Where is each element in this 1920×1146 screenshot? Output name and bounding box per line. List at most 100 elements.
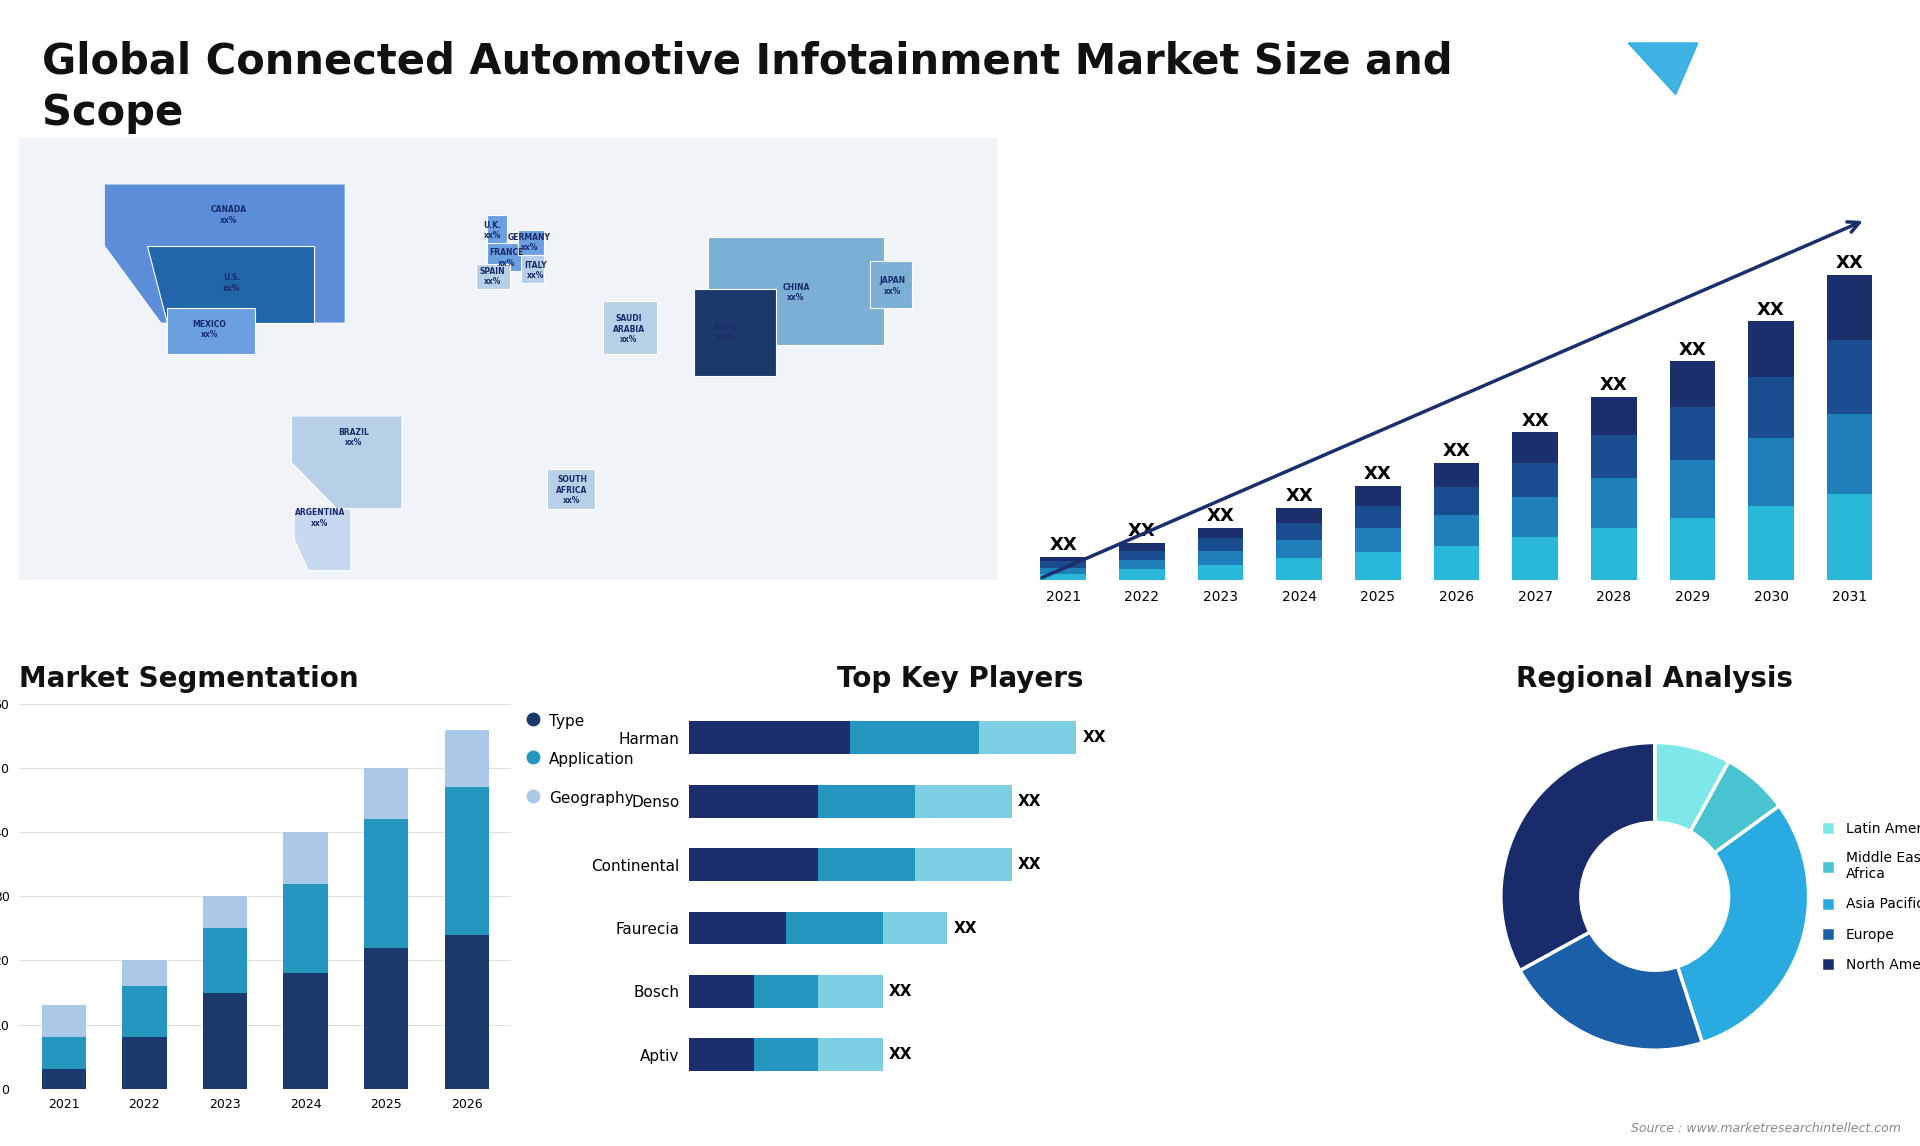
Bar [851, 722, 979, 754]
Text: XX: XX [1757, 300, 1786, 319]
Bar [1670, 407, 1715, 460]
Text: BRAZIL
xx%: BRAZIL xx% [338, 427, 369, 447]
Text: XX: XX [889, 984, 912, 999]
Bar [818, 785, 916, 818]
Bar [1826, 339, 1872, 414]
Polygon shape [520, 256, 543, 283]
Bar [818, 975, 883, 1007]
Bar [1434, 463, 1478, 487]
Polygon shape [708, 236, 883, 345]
Bar [1592, 435, 1636, 478]
Text: JAPAN
xx%: JAPAN xx% [879, 276, 906, 296]
Polygon shape [104, 183, 346, 323]
Bar [916, 785, 1012, 818]
Bar [1277, 540, 1321, 558]
Polygon shape [19, 138, 996, 580]
Bar [1826, 494, 1872, 580]
Bar [1826, 275, 1872, 339]
Legend: Latin America, Middle East &
Africa, Asia Pacific, Europe, North America: Latin America, Middle East & Africa, Asi… [1816, 816, 1920, 978]
Bar [689, 1038, 755, 1072]
Bar [689, 975, 755, 1007]
Text: SPAIN
xx%: SPAIN xx% [480, 267, 505, 286]
Text: CANADA
xx%: CANADA xx% [211, 205, 248, 225]
Bar [1119, 570, 1165, 580]
Bar [1277, 558, 1321, 580]
Text: FRANCE
xx%: FRANCE xx% [490, 249, 524, 268]
Bar [1198, 527, 1244, 539]
Bar [284, 832, 328, 884]
Bar [123, 1037, 167, 1089]
Bar [1277, 523, 1321, 540]
Bar [365, 948, 409, 1089]
Text: XX: XX [1284, 487, 1313, 505]
Bar [1041, 574, 1087, 580]
Bar [1670, 460, 1715, 518]
Bar [916, 848, 1012, 881]
Bar [689, 911, 785, 944]
Bar [1670, 361, 1715, 407]
Polygon shape [294, 509, 351, 571]
Bar [1513, 536, 1557, 580]
Text: XX: XX [1083, 730, 1106, 745]
Bar [42, 1005, 86, 1037]
Bar [1041, 562, 1087, 567]
Wedge shape [1521, 932, 1703, 1050]
Bar [1592, 397, 1636, 435]
Text: Scope: Scope [42, 92, 184, 134]
Bar [755, 1038, 818, 1072]
Polygon shape [488, 243, 524, 270]
Text: INDIA
xx%: INDIA xx% [712, 323, 737, 343]
Polygon shape [603, 301, 657, 354]
Text: XX: XX [954, 920, 977, 935]
Legend: Type, Application, Geography: Type, Application, Geography [528, 712, 634, 807]
Text: XX: XX [1678, 340, 1707, 359]
Wedge shape [1655, 743, 1728, 832]
Wedge shape [1690, 761, 1780, 853]
Bar [689, 848, 818, 881]
Bar [42, 1037, 86, 1069]
Wedge shape [1501, 743, 1655, 971]
Polygon shape [1590, 42, 1659, 95]
Text: XX: XX [1363, 465, 1392, 484]
Bar [1592, 527, 1636, 580]
Bar [1592, 478, 1636, 527]
Text: MEXICO
xx%: MEXICO xx% [192, 320, 227, 339]
Bar [365, 768, 409, 819]
Bar [1434, 516, 1478, 545]
Text: U.K.
xx%: U.K. xx% [484, 221, 501, 240]
Bar [1749, 321, 1793, 377]
Bar [1198, 550, 1244, 565]
Bar [1119, 560, 1165, 570]
Text: CHINA
xx%: CHINA xx% [781, 283, 810, 301]
Bar [284, 884, 328, 973]
Polygon shape [167, 307, 255, 354]
Bar [883, 911, 947, 944]
Text: XX: XX [1018, 857, 1041, 872]
Polygon shape [1628, 42, 1697, 95]
Bar [1434, 545, 1478, 580]
Text: GERMANY
xx%: GERMANY xx% [509, 233, 551, 252]
Bar [1356, 527, 1400, 552]
Bar [1277, 508, 1321, 523]
Bar [1826, 414, 1872, 494]
Bar [123, 986, 167, 1037]
Text: XX: XX [1206, 507, 1235, 525]
Bar [365, 819, 409, 948]
Bar [1356, 507, 1400, 527]
Bar [1434, 487, 1478, 516]
Text: XX: XX [1127, 523, 1156, 541]
Bar [1041, 567, 1087, 574]
Wedge shape [1678, 806, 1809, 1043]
Polygon shape [693, 289, 776, 376]
Bar [1041, 557, 1087, 562]
Text: XX: XX [1599, 376, 1628, 394]
Bar [1119, 550, 1165, 560]
Text: XX: XX [1442, 442, 1471, 461]
Bar [1356, 486, 1400, 507]
Bar [1513, 463, 1557, 496]
Bar [1670, 518, 1715, 580]
Bar [204, 928, 248, 992]
Bar [1356, 552, 1400, 580]
Bar [1749, 377, 1793, 438]
Polygon shape [488, 214, 507, 245]
